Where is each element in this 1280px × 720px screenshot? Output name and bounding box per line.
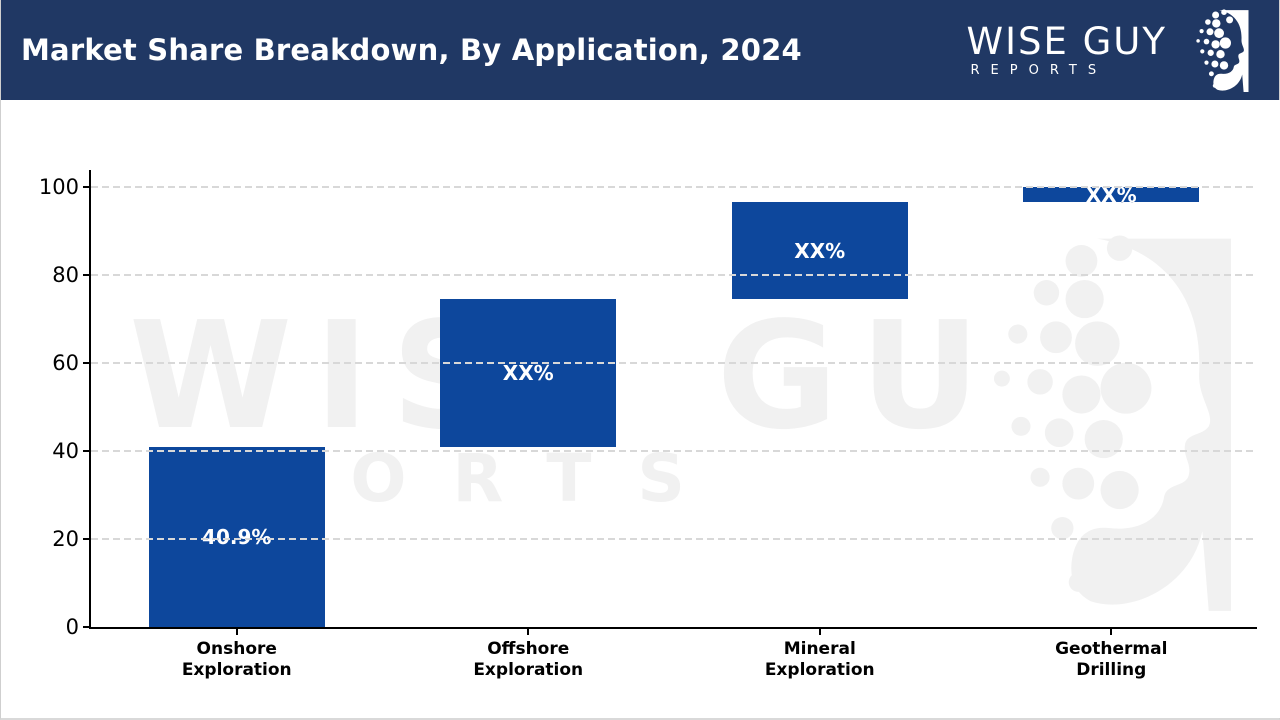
y-tick-label: 0: [65, 615, 79, 639]
brand-name: WISE GUY: [966, 19, 1167, 63]
brand-logo-text: WISE GUY REPORTS: [967, 23, 1167, 78]
chart-canvas: WISE GU PORTS 02040608010040.9%40.9%Onsh…: [1, 100, 1280, 718]
y-tick-mark: [83, 538, 89, 540]
bar-fill: [440, 298, 617, 448]
brand-logo: WISE GUY REPORTS: [967, 8, 1251, 92]
y-tick-mark: [83, 450, 89, 452]
y-tick-label: 20: [52, 527, 79, 551]
y-tick-mark: [83, 274, 89, 276]
y-tick-mark: [83, 362, 89, 364]
x-category-label: Mineral Exploration: [764, 639, 875, 681]
y-tick-mark: [83, 186, 89, 188]
x-tick-mark: [1110, 629, 1113, 635]
waterfall-bar: XX%XX%: [1023, 183, 1200, 207]
gridline: [91, 538, 1257, 540]
x-category-label: Geothermal Drilling: [1055, 639, 1168, 681]
x-axis-line: [89, 627, 1257, 629]
waterfall-bar: XX%XX%: [440, 298, 617, 448]
bar-fill: [1023, 187, 1200, 203]
y-tick-mark: [83, 626, 89, 628]
plot-area: 0 20 40 60 80 100 40.9%40.9% Onshore Exploratio…: [39, 170, 1257, 680]
gridline: [91, 362, 1257, 364]
x-category-label: Offshore Exploration: [473, 639, 584, 681]
x-tick-mark: [235, 629, 238, 635]
face-dots-icon: [1169, 8, 1251, 92]
y-tick-label: 60: [52, 351, 79, 375]
gridline: [91, 186, 1257, 188]
brand-subtitle: REPORTS: [970, 62, 1108, 78]
x-tick-mark: [527, 629, 530, 635]
y-tick-label: 100: [38, 175, 79, 199]
y-axis-line: [89, 170, 91, 629]
x-tick-mark: [818, 629, 821, 635]
gridline: [91, 450, 1257, 452]
chart-title: Market Share Breakdown, By Application, …: [21, 33, 802, 67]
bar-fill: [148, 447, 325, 627]
bar-value-label: XX%: [794, 238, 846, 263]
bar-value-label: 40.9%: [202, 525, 272, 550]
y-tick-label: 40: [52, 439, 79, 463]
x-category-label: Onshore Exploration: [181, 639, 292, 681]
header-bar: Market Share Breakdown, By Application, …: [1, 0, 1279, 100]
waterfall-bar: 40.9%40.9%: [148, 447, 325, 627]
bar-value-label: XX%: [1085, 187, 1137, 203]
bar-value-label: XX%: [502, 360, 554, 385]
y-tick-label: 80: [52, 263, 79, 287]
waterfall-bar: XX%XX%: [731, 202, 908, 299]
gridline: [91, 274, 1257, 276]
bar-fill: [731, 202, 908, 299]
